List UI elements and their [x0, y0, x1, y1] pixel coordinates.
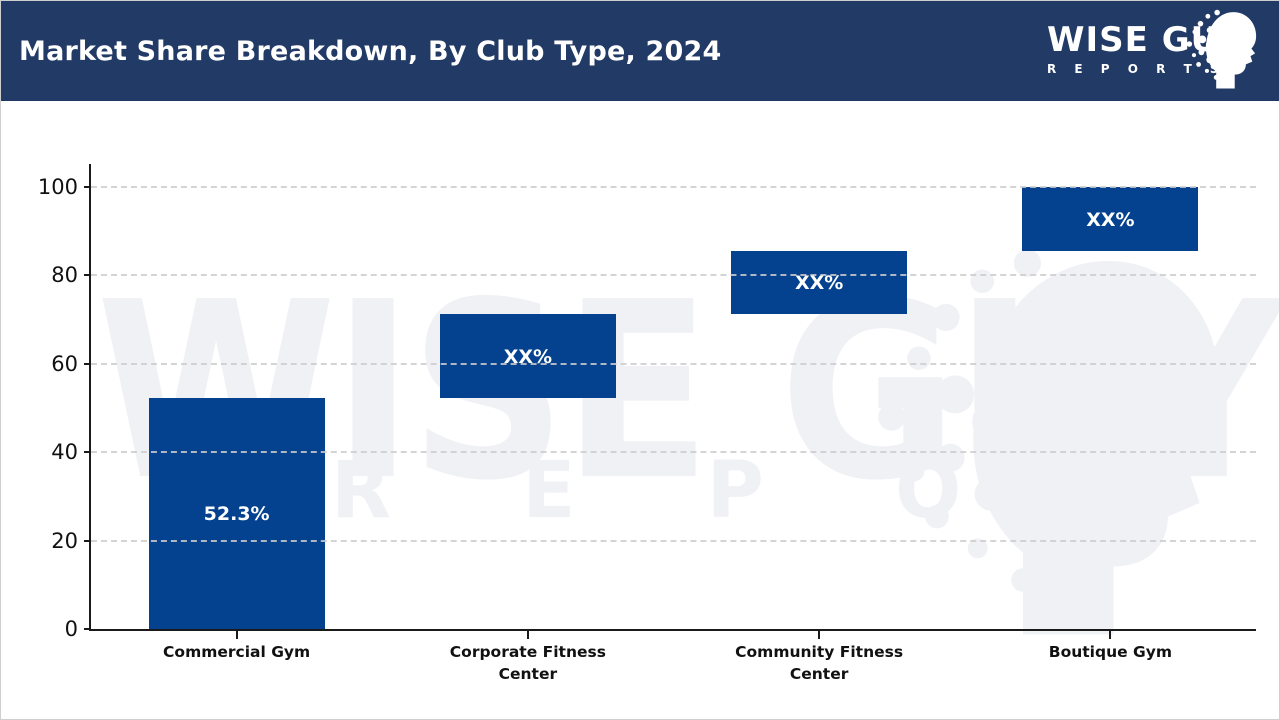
y-tick-label: 80	[51, 263, 78, 288]
bar-value-label: 52.3%	[203, 503, 270, 526]
y-tick-mark	[84, 274, 91, 277]
brand-subtitle: R E P O R T S	[1047, 61, 1226, 76]
y-tick-mark	[84, 186, 91, 188]
x-tick-mark	[235, 631, 238, 639]
x-category-label: Community Fitness Center	[735, 643, 904, 683]
y-tick-label: 100	[37, 175, 78, 199]
bar-1	[148, 397, 325, 629]
x-axis-spine	[89, 629, 1256, 631]
grid-line	[91, 539, 1256, 542]
grid-line	[91, 362, 1256, 365]
grid-line	[91, 451, 1256, 454]
y-axis-spine	[89, 164, 91, 629]
y-tick-mark	[84, 451, 91, 454]
y-tick-label: 0	[64, 617, 78, 641]
bar-value-label: XX%	[794, 272, 844, 295]
bar-value-label: XX%	[1086, 209, 1135, 232]
x-category-label: Corporate Fitness Center	[449, 643, 606, 683]
y-tick-mark	[84, 539, 91, 542]
grid-line	[91, 274, 1256, 277]
y-tick-label: 20	[51, 528, 78, 553]
bar-value-label: XX%	[503, 345, 553, 368]
bar-2	[439, 313, 616, 398]
y-tick-mark	[84, 362, 91, 365]
brand-logo-text: WISE GUY R E P O R T S	[1047, 20, 1245, 76]
bar-4	[1022, 187, 1199, 252]
bar-3	[731, 251, 908, 314]
y-tick-mark	[84, 628, 91, 630]
y-tick-label: 40	[51, 440, 78, 465]
brand-name: WISE GUY	[1047, 20, 1245, 60]
x-category-label: Commercial Gym	[163, 643, 311, 661]
title-bar: Market Share Breakdown, By Club Type, 20…	[1, 1, 1279, 101]
x-category-label: Boutique Gym	[1048, 643, 1172, 661]
x-tick-mark	[526, 631, 529, 639]
x-tick-mark	[1109, 631, 1112, 639]
brand-face-icon	[1186, 9, 1257, 89]
page-title: Market Share Breakdown, By Club Type, 20…	[19, 35, 722, 67]
y-tick-label: 60	[51, 351, 78, 376]
x-tick-mark	[818, 631, 821, 639]
brand-logo: WISE GUY R E P O R T S	[1019, 5, 1269, 97]
grid-line	[91, 186, 1256, 188]
